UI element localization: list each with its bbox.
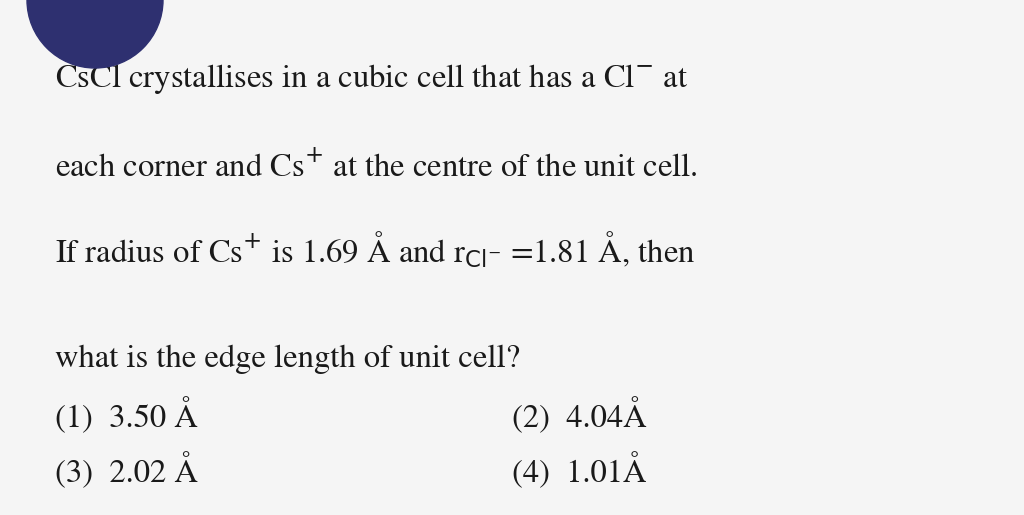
Circle shape (27, 0, 163, 68)
Text: what is the edge length of unit cell?: what is the edge length of unit cell? (55, 345, 520, 374)
Text: (4)  1.01Å: (4) 1.01Å (512, 452, 646, 489)
Text: If radius of Cs$^{+}$ is 1.69 Å and r$_{\mathrm{Cl}^{-}}$ =1.81 Å, then: If radius of Cs$^{+}$ is 1.69 Å and r$_{… (55, 229, 695, 270)
Text: (1)  3.50 Å: (1) 3.50 Å (55, 397, 198, 434)
Text: CsCl crystallises in a cubic cell that has a Cl$^{-}$ at: CsCl crystallises in a cubic cell that h… (55, 62, 688, 96)
Text: (3)  2.02 Å: (3) 2.02 Å (55, 452, 198, 489)
Text: each corner and Cs$^{+}$ at the centre of the unit cell.: each corner and Cs$^{+}$ at the centre o… (55, 151, 697, 184)
Text: (2)  4.04Å: (2) 4.04Å (512, 397, 646, 434)
